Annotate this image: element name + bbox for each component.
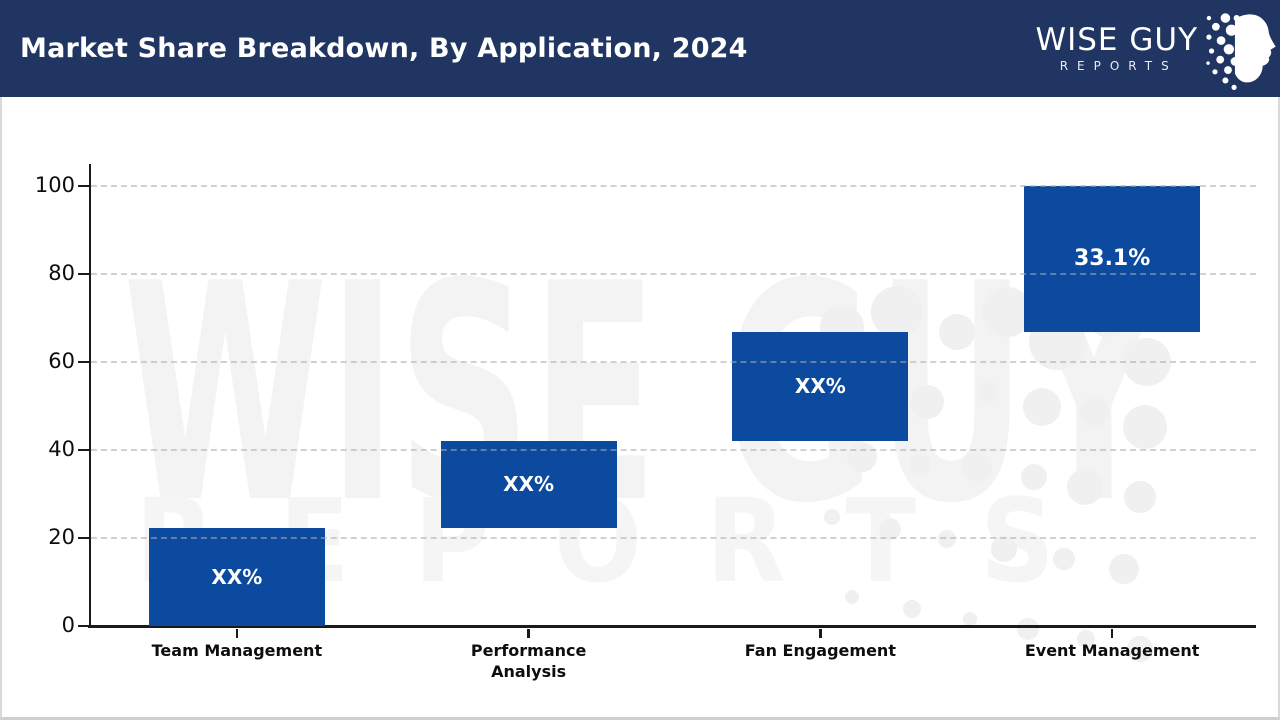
x-axis-tick (527, 629, 530, 638)
y-axis-tick (78, 184, 89, 188)
y-axis-tick (78, 536, 89, 540)
x-axis-tick (1110, 629, 1114, 638)
y-axis-tick (78, 360, 89, 364)
y-axis-tick-label: 0 (61, 613, 75, 637)
y-axis-tick-label: 80 (48, 261, 75, 285)
bar-value-label: XX% (503, 472, 555, 497)
bar: XX% (148, 527, 325, 626)
x-category-label: Fan Engagement (744, 641, 896, 660)
gridline (91, 537, 1256, 539)
bar: XX% (732, 331, 909, 441)
x-category-label: Event Management (1024, 641, 1200, 660)
x-axis-tick (819, 629, 822, 638)
bar-value-label: XX% (794, 374, 846, 399)
x-category-label: Performance Analysis (470, 641, 587, 681)
x-category-label: Team Management (151, 641, 323, 660)
x-axis-line (88, 624, 1256, 628)
bar-value-label: XX% (211, 564, 263, 589)
gridline (91, 361, 1256, 363)
y-axis-tick (78, 624, 89, 628)
bar: XX% (440, 440, 617, 528)
watermark-dotted-head-icon (776, 286, 1171, 662)
y-axis-tick-label: 60 (48, 349, 75, 373)
y-axis-tick (78, 448, 89, 452)
y-axis-tick-label: 40 (48, 437, 75, 461)
y-axis-tick-label: 20 (48, 525, 75, 549)
gridline (91, 449, 1256, 451)
brand-logo: WISE GUY REPORTS (1035, 0, 1280, 97)
y-axis-tick (78, 272, 89, 276)
y-axis-tick-label: 100 (34, 173, 75, 197)
gridline (91, 273, 1256, 275)
plot-area: 0 20 40 60 80 100 XX% Team Management XX% Perform… (35, 164, 1256, 681)
brand-logo-text: WISE GUY REPORTS (1035, 21, 1198, 73)
gridline (91, 185, 1256, 187)
bar-value-label: 33.1% (1073, 246, 1151, 272)
brand-subtitle: REPORTS (1059, 58, 1178, 73)
x-axis-tick (235, 629, 239, 638)
page-title: Market Share Breakdown, By Application, … (20, 33, 748, 64)
header-bar: Market Share Breakdown, By Application, … (0, 0, 1280, 97)
brand-name: WISE GUY (1035, 21, 1198, 58)
chart-canvas: WISE GUY REPORTS 0 20 40 60 80 100 XX% Team Man… (0, 97, 1280, 720)
dotted-head-profile-icon (1206, 12, 1276, 90)
bar: 33.1% (1024, 186, 1201, 332)
